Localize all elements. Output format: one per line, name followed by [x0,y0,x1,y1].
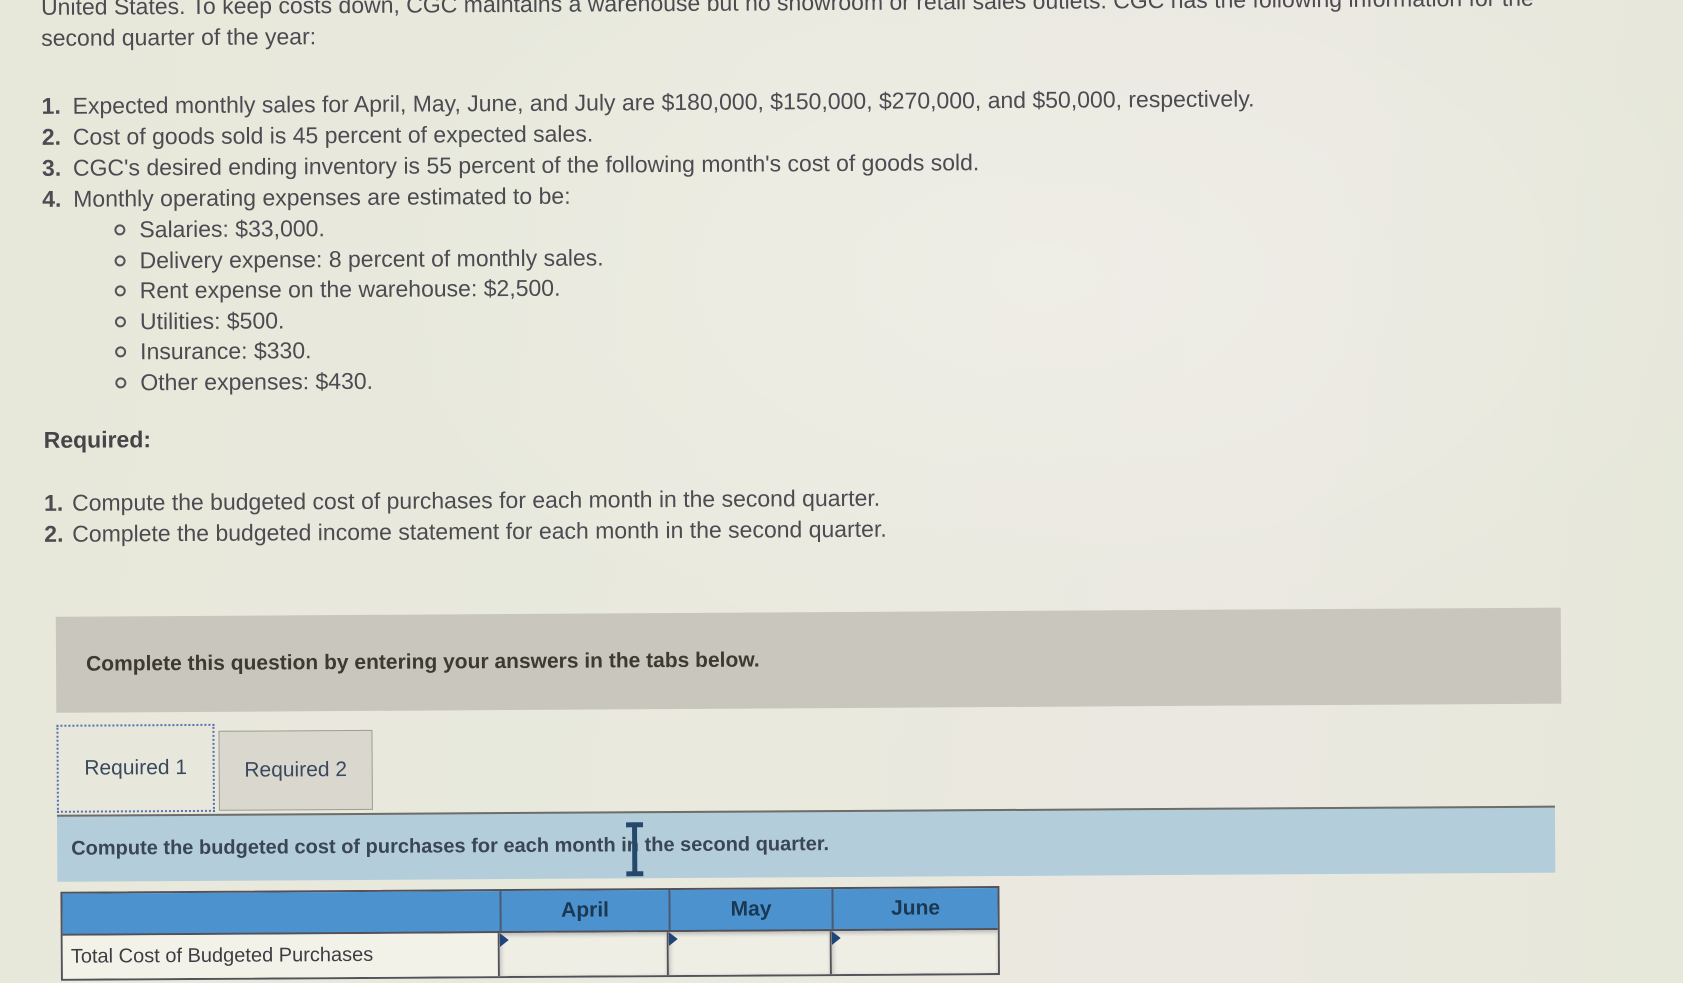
cell-value [500,932,667,976]
prompt-text: Compute the budgeted cost of purchases f… [71,833,830,860]
purchases-table: April May June Total Cost of Budgeted Pu… [60,886,1000,981]
tab-required-2[interactable]: Required 2 [218,729,373,811]
prompt-banner: Compute the budgeted cost of purchases f… [56,805,1556,882]
cell-value [669,931,830,975]
table-header-row: April May June [62,888,998,936]
item-number: 1. [41,92,61,119]
cell-value [832,930,998,974]
header-cell-may: May [668,889,832,931]
required-heading: Required: [43,426,152,453]
problem-statement: United States. To keep costs down, CGC m… [41,0,1549,550]
item-text: Cost of goods sold is 45 percent of expe… [72,120,594,150]
bullet-icon [114,285,126,297]
i-beam-cursor-icon [624,822,644,877]
item-number: 4. [42,185,62,212]
item-number: 2. [44,520,64,547]
expense-text: Delivery expense: 8 percent of monthly s… [139,243,604,273]
item-number: 2. [41,123,62,150]
item-text: CGC's desired ending inventory is 55 per… [72,149,980,181]
item-text: Compute the budgeted cost of purchases f… [71,484,881,516]
expense-text: Salaries: $33,000. [139,215,325,243]
item-text: Complete the budgeted income statement f… [72,515,887,547]
bullet-icon [114,315,126,327]
bullet-icon [114,254,126,266]
instruction-text: Complete this question by entering your … [85,648,760,676]
tab-label: Required 2 [244,758,348,782]
input-cell-june[interactable] [831,930,998,975]
tab-label: Required 1 [84,756,188,780]
expense-list: Salaries: $33,000. Delivery expense: 8 p… [114,206,1548,398]
item-number: 1. [43,489,64,516]
table-row: Total Cost of Budgeted Purchases [62,930,998,979]
row-label-cell: Total Cost of Budgeted Purchases [62,933,500,979]
item-number: 3. [41,154,62,181]
bullet-icon [115,376,127,388]
problem-intro: United States. To keep costs down, CGC m… [40,0,1534,51]
expense-text: Insurance: $330. [140,337,312,365]
problem-list: 1. Expected monthly sales for April, May… [42,82,1548,215]
bullet-icon [115,346,127,358]
header-cell-april: April [499,890,669,932]
expense-text: Other expenses: $430. [140,367,374,395]
input-cell-april[interactable] [499,932,669,977]
input-cell-may[interactable] [668,931,832,976]
expense-text: Rent expense on the warehouse: $2,500. [139,274,561,304]
header-cell-june: June [831,888,998,930]
header-spacer-cell [62,891,499,934]
bullet-icon [114,224,126,236]
required-list: 1. Compute the budgeted cost of purchase… [44,479,1549,550]
tab-required-1[interactable]: Required 1 [56,723,215,813]
expense-text: Utilities: $500. [139,306,285,334]
instruction-banner: Complete this question by entering your … [55,607,1562,713]
item-text: Monthly operating expenses are estimated… [73,182,571,212]
